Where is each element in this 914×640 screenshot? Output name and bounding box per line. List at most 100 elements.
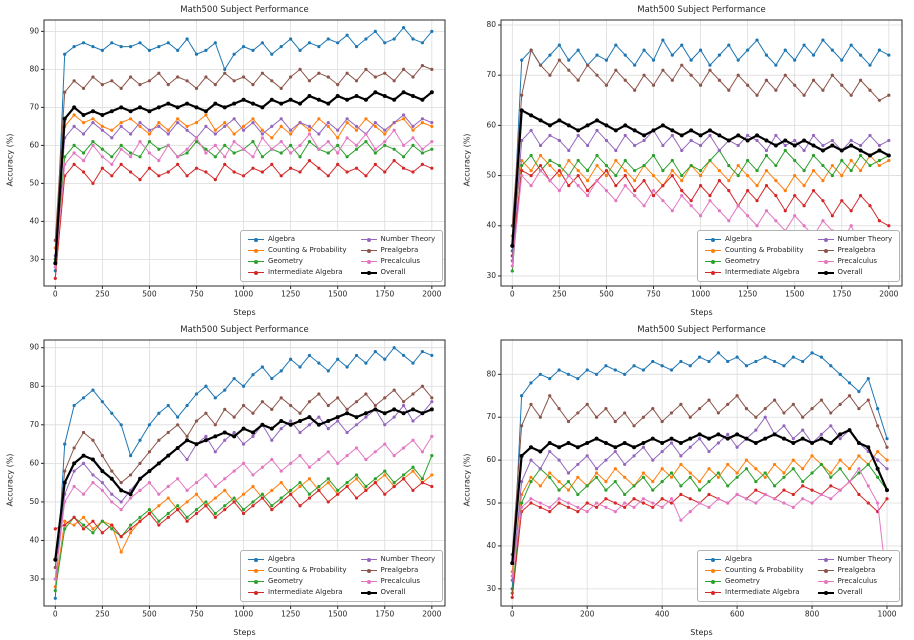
legend-line-marker-icon (248, 237, 264, 242)
legend-dot-icon (823, 248, 828, 253)
legend-dot-icon (254, 237, 258, 242)
legend-line-marker-icon (705, 237, 721, 242)
legend-line-marker-icon (360, 248, 377, 253)
legend-label: Number Theory (837, 555, 893, 563)
legend-line-marker-icon (705, 248, 721, 253)
legend-item: Algebra (248, 235, 347, 244)
legend-item: Number Theory (360, 555, 436, 564)
legend-item: Geometry (248, 577, 347, 586)
legend-item: Algebra (705, 555, 804, 564)
y-axis-label: Accuracy (%) (5, 453, 15, 507)
legend-label: Intermediate Algebra (268, 588, 343, 596)
legend-label: Precalculus (837, 577, 878, 585)
legend-label: Number Theory (837, 235, 893, 243)
legend-item: Overall (817, 588, 893, 597)
legend-label: Intermediate Algebra (725, 268, 800, 276)
legend-item: Intermediate Algebra (705, 268, 804, 277)
legend-label: Algebra (268, 235, 296, 243)
legend-label: Geometry (268, 577, 303, 585)
legend-item: Number Theory (817, 235, 893, 244)
legend-dot-icon (711, 590, 715, 595)
legend-item: Counting & Probability (248, 566, 347, 575)
legend-label: Geometry (725, 257, 760, 265)
chart-title: Math500 Subject Performance (180, 5, 309, 15)
legend-line-marker-icon (248, 270, 264, 275)
legend-dot-icon (366, 590, 371, 595)
legend-line-marker-icon (360, 259, 377, 264)
legend-item: Number Theory (817, 555, 893, 564)
legend-item: Precalculus (360, 577, 436, 586)
legend-label: Intermediate Algebra (268, 268, 343, 276)
legend-line-marker-icon (248, 579, 264, 584)
legend-line-marker-icon (817, 568, 834, 573)
legend-item: Overall (360, 268, 436, 277)
legend-dot-icon (366, 270, 371, 275)
x-axis-label: Steps (233, 308, 256, 317)
legend-dot-icon (254, 270, 258, 275)
legend-label: Number Theory (380, 555, 436, 563)
legend-label: Algebra (725, 235, 753, 243)
legend-line-marker-icon (248, 259, 264, 264)
legend-dot-icon (711, 557, 715, 562)
legend-dot-icon (711, 270, 715, 275)
legend-dot-icon (254, 568, 258, 573)
legend-label: Precalculus (380, 257, 421, 265)
legend-dot-icon (254, 248, 258, 253)
legend-line-marker-icon (705, 557, 721, 562)
legend: Algebra Counting & Probability Geometry Int… (240, 550, 444, 602)
legend-dot-icon (823, 579, 828, 584)
legend-item: Intermediate Algebra (705, 588, 804, 597)
legend-label: Algebra (268, 555, 296, 563)
legend-dot-icon (254, 590, 258, 595)
legend-item: Number Theory (360, 235, 435, 244)
chart-panel-top-left: Math500 Subject Performance Accuracy (%)… (0, 0, 457, 320)
legend-line-marker-icon (705, 270, 721, 275)
legend-item: Geometry (705, 577, 804, 586)
legend-item: Counting & Probability (705, 246, 804, 255)
legend-item: Intermediate Algebra (248, 588, 347, 597)
legend-label: Counting & Probability (268, 246, 347, 254)
legend-label: Precalculus (837, 257, 878, 265)
legend-line-marker-icon (360, 557, 377, 562)
legend-dot-icon (711, 259, 715, 264)
legend-label: Prealgebra (380, 566, 419, 574)
legend-dot-icon (366, 248, 371, 253)
legend-dot-icon (711, 579, 715, 584)
legend-line-marker-icon (248, 568, 264, 573)
chart-panel-top-right: Math500 Subject Performance Accuracy (%)… (457, 0, 914, 320)
legend-item: Geometry (705, 257, 804, 266)
legend-line-marker-icon (248, 557, 264, 562)
legend-item: Prealgebra (817, 566, 893, 575)
legend-dot-icon (823, 270, 828, 275)
y-axis-label: Accuracy (%) (5, 133, 15, 187)
legend-line-marker-icon (360, 590, 377, 595)
legend-item: Counting & Probability (705, 566, 804, 575)
legend-item: Overall (360, 588, 436, 597)
legend-line-marker-icon (817, 237, 834, 242)
legend-dot-icon (366, 579, 371, 584)
chart-title: Math500 Subject Performance (637, 325, 766, 335)
legend-dot-icon (254, 259, 258, 264)
legend-line-marker-icon (817, 579, 834, 584)
legend-line-marker-icon (817, 270, 834, 275)
legend-label: Overall (380, 268, 406, 276)
legend-label: Counting & Probability (725, 566, 804, 574)
legend-item: Precalculus (817, 257, 893, 266)
legend-line-marker-icon (817, 557, 834, 562)
legend-label: Counting & Probability (268, 566, 347, 574)
legend: Algebra Counting & Probability Geometry Int… (697, 230, 901, 282)
legend-dot-icon (366, 557, 371, 562)
legend-item: Algebra (248, 555, 347, 564)
legend-line-marker-icon (248, 248, 264, 253)
chart-title: Math500 Subject Performance (180, 325, 309, 335)
legend: Algebra Counting & Probability Geometry Int… (697, 550, 901, 602)
legend-item: Counting & Probability (248, 246, 347, 255)
x-axis-label: Steps (233, 628, 256, 637)
legend-item: Prealgebra (360, 566, 436, 575)
legend: Algebra Counting & Probability Geometry Int… (240, 230, 444, 282)
x-axis-label: Steps (690, 628, 713, 637)
legend-label: Counting & Probability (725, 246, 804, 254)
y-axis-label: Accuracy (%) (462, 133, 472, 187)
legend-item: Precalculus (360, 257, 436, 266)
